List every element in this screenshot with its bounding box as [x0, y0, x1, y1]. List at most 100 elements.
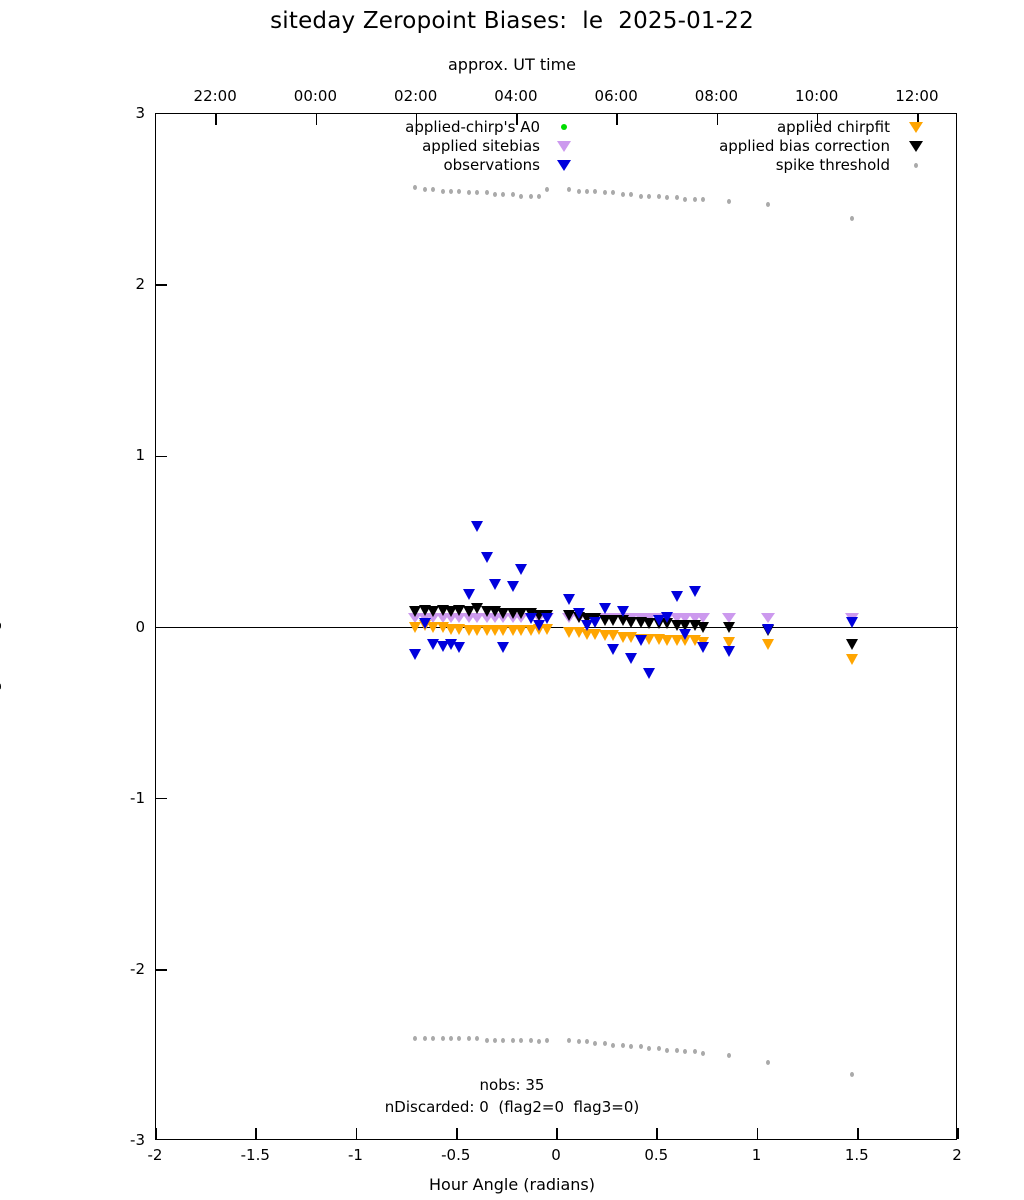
data-point-observations: [653, 614, 666, 626]
data-point-observations: [617, 606, 630, 618]
data-point-spike-threshold-lower: [675, 1047, 680, 1053]
data-point-observations: [462, 589, 475, 601]
data-point-spike-threshold-lower: [412, 1035, 417, 1041]
data-point-observations: [426, 638, 439, 650]
data-point-spike-threshold-upper: [492, 191, 497, 197]
data-point-observations: [532, 620, 545, 632]
data-point-applied-sitebias: [425, 612, 440, 623]
data-point-spike-threshold-lower: [536, 1039, 541, 1045]
data-point-applied-chirpfit: [581, 628, 594, 640]
data-point-observations: [480, 551, 493, 563]
data-point-spike-threshold-upper: [440, 188, 445, 194]
data-point-applied-bias-correction: [444, 606, 457, 618]
data-point-observations: [496, 642, 509, 654]
data-point-applied-bias-correction: [408, 606, 421, 618]
data-point-spike-threshold-upper: [448, 188, 453, 194]
x-axis-tick-label: 1.5: [844, 1146, 869, 1164]
data-point-applied-sitebias: [722, 612, 737, 623]
data-point-spike-threshold-upper: [675, 195, 680, 201]
y-axis-tick: [156, 969, 167, 971]
y-axis-tick: [156, 284, 167, 286]
data-point-spike-threshold-lower: [665, 1047, 670, 1053]
data-point-spike-threshold-lower: [657, 1046, 662, 1052]
x-axis-tick: [255, 1128, 258, 1139]
data-point-applied-chirpfit: [723, 637, 736, 649]
data-point-applied-chirpfit: [436, 621, 449, 633]
top-axis-tick-label: 10:00: [795, 87, 839, 105]
data-point-spike-threshold-upper: [518, 193, 523, 199]
data-point-applied-chirpfit: [679, 635, 692, 647]
data-point-applied-chirpfit: [488, 625, 501, 637]
data-point-observations: [661, 611, 674, 623]
data-point-applied-bias-correction: [563, 609, 576, 621]
top-axis-tick-label: 22:00: [193, 87, 237, 105]
y-axis-tick-label: 3: [135, 104, 145, 122]
data-point-spike-threshold-upper: [603, 190, 608, 196]
data-point-spike-threshold-lower: [567, 1037, 572, 1043]
data-point-applied-chirpfit: [506, 625, 519, 637]
data-point-applied-bias-correction: [532, 609, 545, 621]
data-point-applied-chirpfit: [661, 635, 674, 647]
data-point-spike-threshold-lower: [647, 1046, 652, 1052]
legend: applied-chirp's A0 applied sitebias observ…: [155, 118, 957, 180]
data-point-applied-bias-correction: [506, 608, 519, 620]
y-axis-tick-label: -2: [130, 959, 145, 978]
data-point-applied-sitebias: [696, 612, 711, 623]
data-point-observations: [540, 613, 553, 625]
data-point-observations: [470, 520, 483, 532]
data-point-spike-threshold-lower: [466, 1035, 471, 1041]
data-point-applied-chirpfit: [563, 626, 576, 638]
data-point-spike-threshold-upper: [585, 188, 590, 194]
data-point-spike-threshold-upper: [683, 197, 688, 203]
x-axis-tick: [155, 1128, 157, 1139]
x-axis-tick-label: -1: [348, 1146, 363, 1164]
data-point-spike-threshold-upper: [727, 198, 732, 204]
legend-marker-applied-chirpfit-icon: [909, 122, 923, 133]
data-point-spike-threshold-lower: [456, 1035, 461, 1041]
data-point-spike-threshold-lower: [593, 1040, 598, 1046]
data-point-spike-threshold-upper: [611, 190, 616, 196]
x-axis-tick-label: 1: [751, 1146, 762, 1164]
data-point-applied-chirpfit: [599, 630, 612, 642]
legend-marker-spike-threshold-icon: [914, 163, 918, 168]
data-point-applied-sitebias: [670, 612, 685, 623]
data-point-observations: [524, 613, 537, 625]
data-point-observations: [689, 585, 702, 597]
top-axis-tick: [716, 114, 719, 125]
top-axis-tick: [917, 114, 919, 125]
data-point-applied-chirpfit: [617, 632, 630, 644]
legend-marker-applied-sitebias-icon: [557, 141, 571, 152]
data-point-spike-threshold-lower: [448, 1035, 453, 1041]
y-axis-tick-label: 1: [135, 446, 145, 465]
top-axis-label: approx. UT time: [448, 55, 576, 74]
data-point-applied-bias-correction: [635, 616, 648, 628]
top-axis-tick: [315, 114, 318, 125]
data-point-applied-sitebias: [469, 612, 484, 623]
x-axis-tick: [856, 1128, 859, 1139]
x-axis-tick-label: -2: [147, 1146, 163, 1164]
x-axis-tick: [455, 1128, 458, 1139]
data-point-spike-threshold-lower: [492, 1037, 497, 1043]
data-point-applied-bias-correction: [426, 606, 439, 618]
y-axis-tick-label: -1: [130, 788, 145, 807]
data-point-applied-chirpfit: [540, 623, 553, 635]
data-point-observations: [589, 616, 602, 628]
data-point-spike-threshold-lower: [500, 1037, 505, 1043]
data-point-applied-chirpfit: [589, 628, 602, 640]
data-point-spike-threshold-lower: [585, 1039, 590, 1045]
x-axis-tick-label: 0: [551, 1146, 561, 1164]
data-point-spike-threshold-upper: [629, 191, 634, 197]
data-point-applied-chirpfit: [845, 654, 858, 666]
data-point-spike-threshold-lower: [484, 1037, 489, 1043]
data-point-applied-bias-correction: [679, 620, 692, 632]
data-point-applied-chirpfit: [524, 625, 537, 637]
data-point-spike-threshold-lower: [430, 1035, 435, 1041]
data-point-applied-bias-correction: [671, 620, 684, 632]
legend-label: applied-chirp's A0: [405, 118, 540, 136]
data-point-applied-bias-correction: [697, 621, 710, 633]
page-title: siteday Zeropoint Biases: le 2025-01-22: [270, 8, 754, 34]
legend-label: applied sitebias: [422, 137, 540, 155]
zero-reference-line: [156, 626, 958, 629]
data-point-applied-bias-correction: [689, 620, 702, 632]
